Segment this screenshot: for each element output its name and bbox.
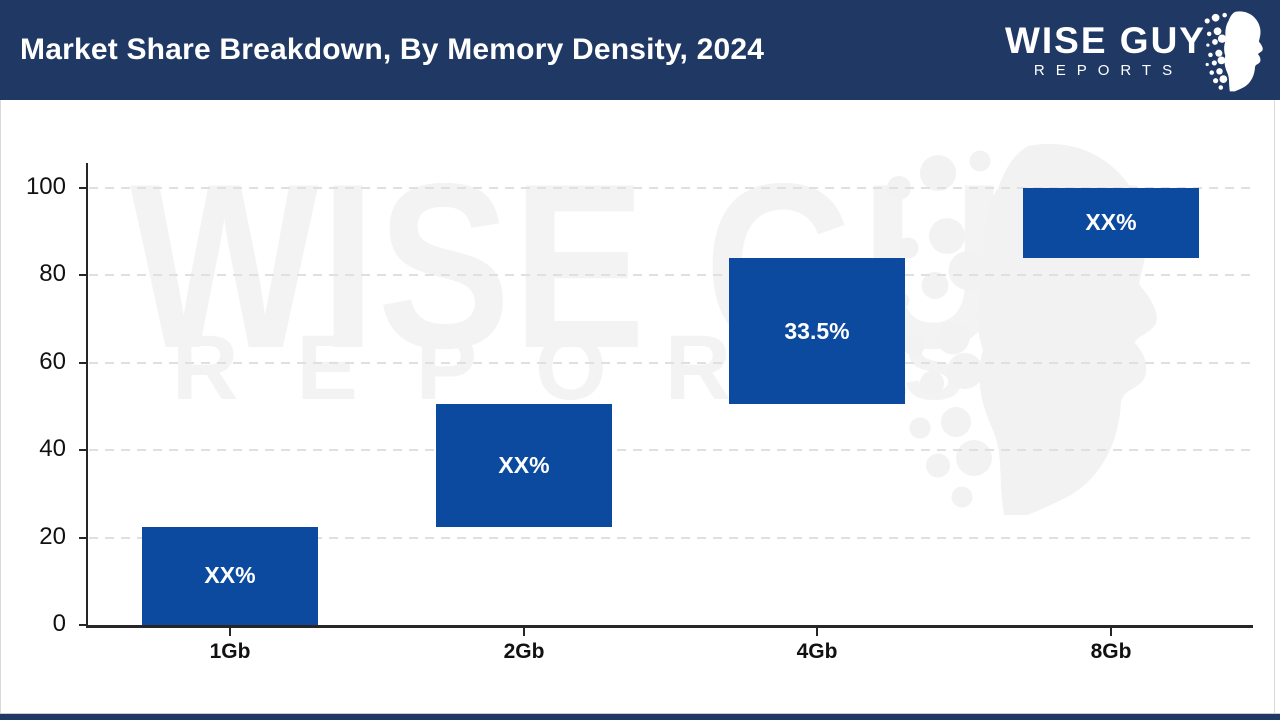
logo-wordmark: WISE GUY: [1004, 20, 1206, 61]
x-tick-mark: [1110, 628, 1112, 636]
bottom-hairline: [0, 713, 1280, 714]
y-tick-mark: [79, 361, 87, 364]
bar-value-label: 33.5%: [784, 317, 850, 344]
y-tick-label: 0: [52, 610, 66, 637]
dotted-head-icon: [1202, 8, 1268, 92]
bar-value-label: XX%: [1085, 209, 1137, 236]
logo-text: WISE GUY REPORTS: [1005, 22, 1206, 78]
bar-4Gb: 33.5%: [729, 257, 905, 405]
y-tick-mark: [79, 536, 87, 539]
bar-1Gb: XX%: [142, 526, 318, 625]
x-tick-label: 8Gb: [1090, 640, 1132, 663]
y-tick-mark: [79, 187, 87, 189]
y-gridline: [89, 361, 1253, 364]
x-tick-label: 1Gb: [209, 640, 251, 663]
x-tick-label: 2Gb: [503, 640, 545, 663]
y-axis-spine: [86, 163, 88, 627]
y-tick-label: 40: [39, 435, 66, 463]
bar-value-label: XX%: [498, 451, 550, 478]
y-tick-mark: [79, 274, 87, 277]
x-axis-spine: [86, 625, 1253, 628]
x-tick-label: 4Gb: [796, 640, 838, 663]
bar-8Gb: XX%: [1023, 188, 1199, 258]
x-tick-mark: [229, 628, 231, 636]
y-tick-label: 60: [39, 347, 66, 375]
y-gridline: [89, 449, 1253, 452]
header: Market Share Breakdown, By Memory Densit…: [0, 0, 1280, 100]
brand-logo: WISE GUY REPORTS: [1005, 0, 1268, 100]
y-gridline: [89, 187, 1253, 189]
chart-title: Market Share Breakdown, By Memory Densit…: [20, 33, 765, 66]
y-tick-mark: [79, 624, 87, 626]
bar-value-label: XX%: [204, 562, 256, 589]
y-tick-label: 100: [25, 173, 66, 200]
logo-subtitle: REPORTS: [1033, 62, 1184, 79]
right-border: [1274, 100, 1275, 713]
y-gridline: [89, 536, 1253, 539]
left-border: [0, 100, 1, 713]
x-tick-mark: [523, 628, 525, 636]
x-tick-mark: [816, 628, 818, 636]
y-tick-label: 80: [39, 260, 66, 288]
footer-bar: [0, 714, 1280, 720]
y-gridline: [89, 274, 1253, 277]
y-tick-mark: [79, 449, 87, 452]
bar-2Gb: XX%: [436, 404, 612, 527]
y-tick-label: 20: [39, 522, 66, 550]
